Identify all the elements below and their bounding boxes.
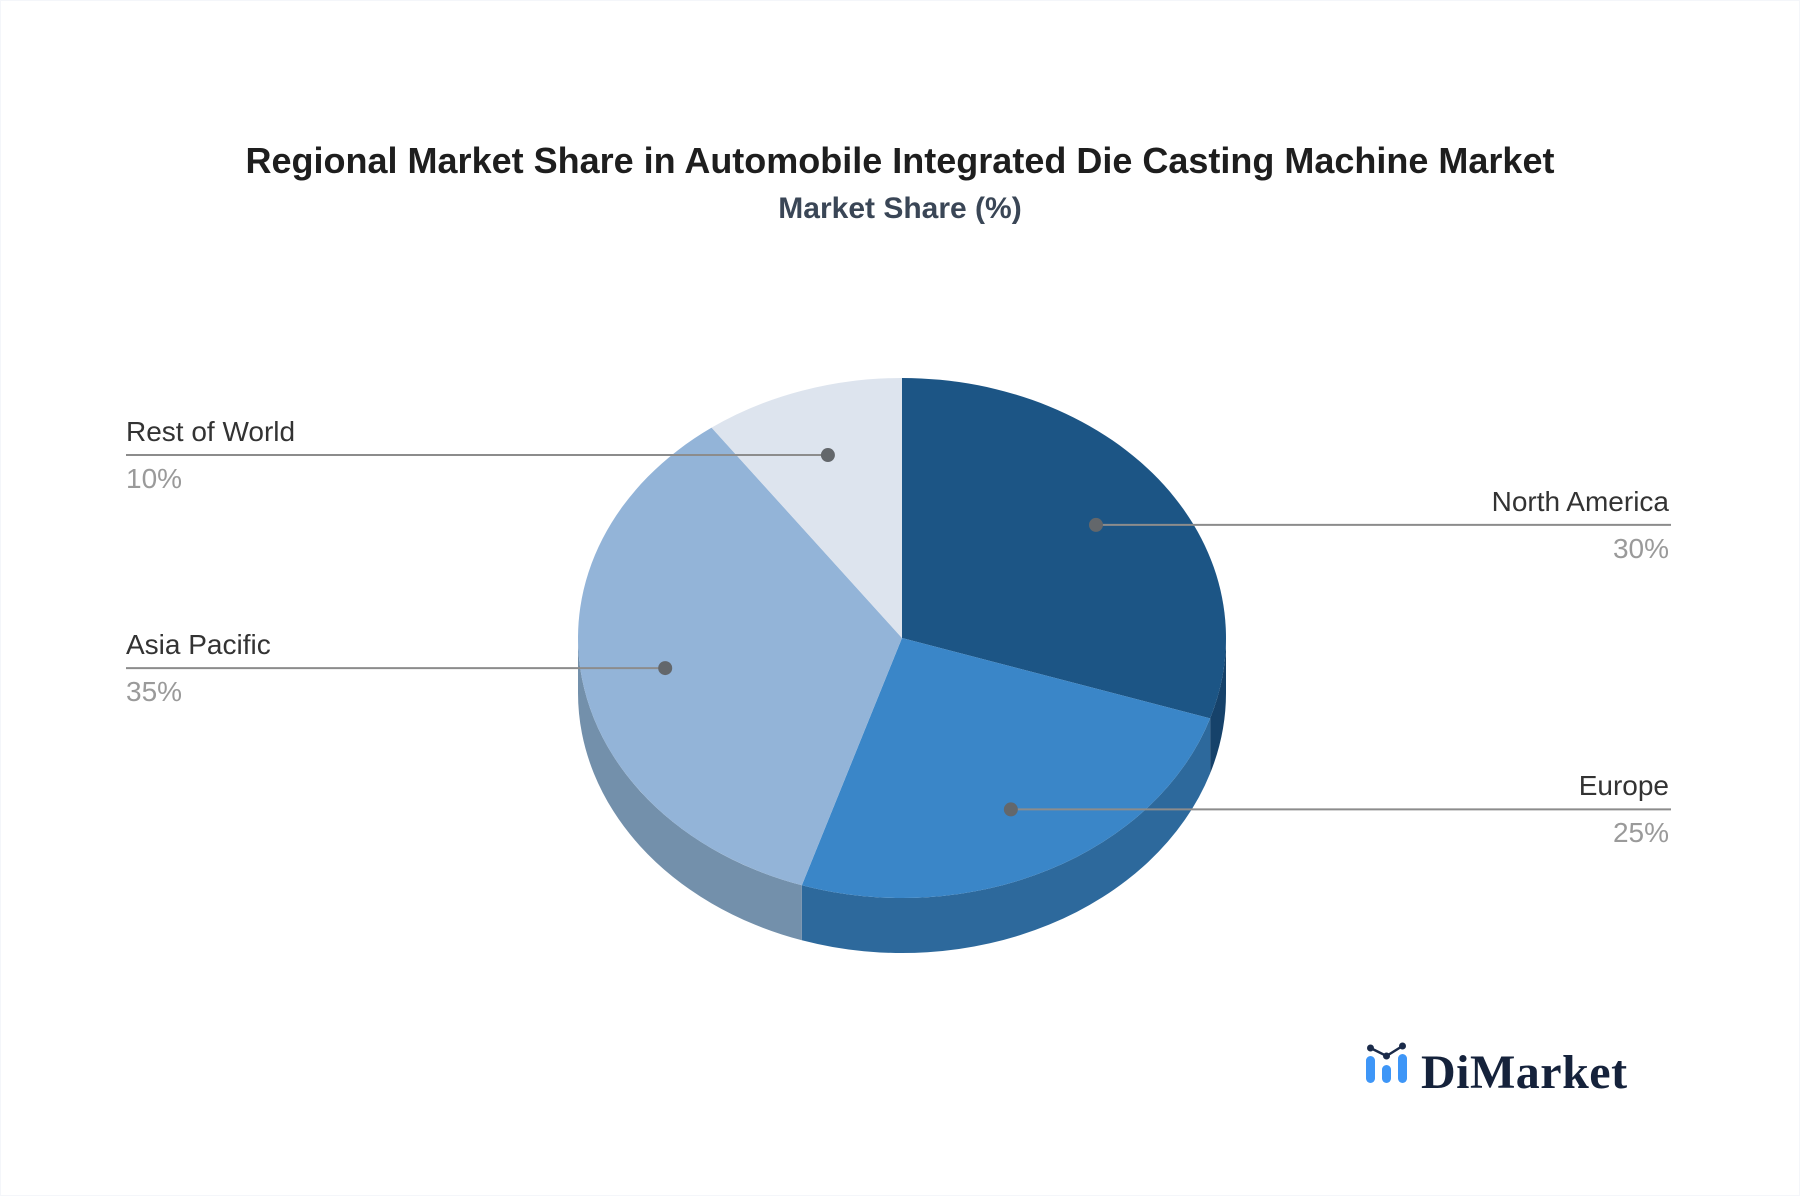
callout-dot-rest-of-world <box>820 448 835 463</box>
pie-slice-asia-pacific <box>578 427 902 886</box>
bar-chart-icon <box>1366 1042 1407 1083</box>
pie-slice-rest-of-world <box>711 378 902 638</box>
callout-dot-north-america <box>1088 517 1103 532</box>
slice-value-rest-of-world: 10% <box>126 463 183 495</box>
pie-slice-europe <box>801 638 1211 898</box>
callout-dot-europe <box>1003 802 1018 817</box>
pie-slice-side-north-america <box>1210 638 1226 774</box>
slice-value-north-america: 30% <box>1612 532 1669 564</box>
slice-value-asia-pacific: 35% <box>126 676 183 708</box>
brand-logo-text: DiMarket <box>1421 1046 1628 1099</box>
pie-slice-side-europe <box>801 718 1211 953</box>
slice-label-europe: Europe <box>1578 770 1669 802</box>
slice-value-europe: 25% <box>1612 817 1669 849</box>
callout-dot-asia-pacific <box>658 661 673 676</box>
slice-label-rest-of-world: Rest of World <box>126 416 296 448</box>
chart-subtitle: Market Share (%) <box>778 192 1022 225</box>
brand-logo: DiMarket <box>1363 1041 1627 1099</box>
slice-label-asia-pacific: Asia Pacific <box>126 629 271 661</box>
chart-title: Regional Market Share in Automobile Inte… <box>245 140 1555 181</box>
pie-slice-side-asia-pacific <box>578 638 802 941</box>
slice-label-north-america: North America <box>1491 485 1669 517</box>
pie-slice-north-america <box>902 378 1226 719</box>
